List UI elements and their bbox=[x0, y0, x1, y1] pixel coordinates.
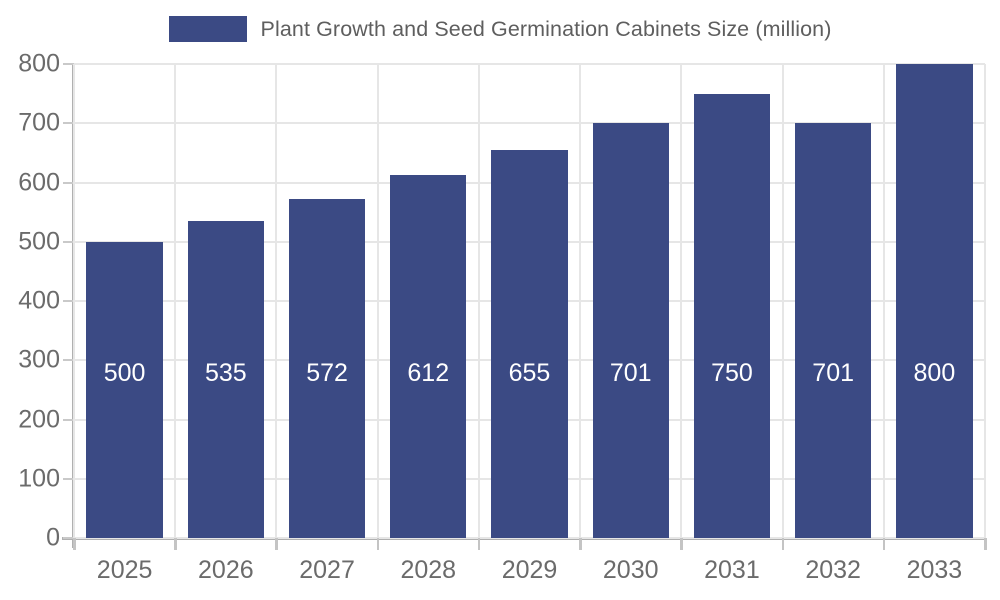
y-axis-tick-mark bbox=[63, 418, 74, 421]
x-axis-tick-mark bbox=[680, 538, 683, 550]
bar-value-label: 612 bbox=[407, 359, 450, 387]
x-axis-tick-label: 2032 bbox=[805, 556, 861, 584]
gridline-vertical bbox=[579, 64, 582, 538]
x-axis-tick-mark bbox=[73, 538, 76, 550]
y-axis-tick-mark bbox=[63, 240, 74, 243]
bar[interactable]: 572 bbox=[288, 199, 366, 538]
y-axis-tick-label: 700 bbox=[18, 108, 60, 137]
gridline-vertical bbox=[477, 64, 480, 538]
x-axis-tick-label: 2031 bbox=[704, 556, 760, 584]
x-axis-tick-label: 2025 bbox=[96, 556, 153, 584]
y-axis-tick-mark bbox=[63, 477, 74, 480]
y-axis-tick-mark bbox=[63, 122, 74, 125]
y-axis-tick-label: 600 bbox=[18, 168, 60, 196]
bar[interactable]: 750 bbox=[693, 93, 771, 538]
gridline-vertical bbox=[882, 64, 885, 538]
x-axis-tick-mark bbox=[984, 538, 987, 550]
gridline-vertical bbox=[680, 64, 683, 538]
x-axis-tick-label: 2030 bbox=[602, 556, 659, 584]
y-axis-tick-label: 300 bbox=[18, 345, 60, 374]
x-axis-tick-label: 2029 bbox=[501, 556, 558, 584]
legend-label-series-1: Plant Growth and Seed Germination Cabine… bbox=[260, 16, 832, 41]
bar-value-label: 750 bbox=[711, 359, 753, 387]
gridline-vertical bbox=[984, 64, 986, 538]
y-axis-tick-label: 500 bbox=[18, 227, 60, 256]
bar[interactable]: 800 bbox=[896, 64, 973, 538]
chart-legend: Plant Growth and Seed Germination Cabine… bbox=[0, 14, 1000, 44]
x-axis-tick-label: 2026 bbox=[198, 556, 254, 584]
x-axis-tick-mark bbox=[275, 538, 278, 550]
bar-value-label: 500 bbox=[103, 359, 146, 387]
gridline-vertical bbox=[376, 64, 379, 538]
bar-value-label: 535 bbox=[204, 359, 247, 387]
y-axis-tick-label: 400 bbox=[18, 286, 60, 315]
gridline-horizontal bbox=[74, 537, 985, 539]
x-axis-tick-mark bbox=[376, 538, 380, 550]
y-axis-tick-label: 200 bbox=[18, 405, 60, 433]
x-axis-tick-label: 2028 bbox=[400, 556, 457, 584]
plot-area: 500 535 572 612 655 701 750 701 800 bbox=[73, 63, 986, 539]
legend-swatch-series-1[interactable] bbox=[168, 16, 247, 42]
x-axis-tick-mark bbox=[477, 538, 481, 550]
x-axis-tick-mark bbox=[781, 538, 785, 550]
bar[interactable]: 500 bbox=[86, 241, 163, 538]
y-axis-tick-mark bbox=[63, 359, 74, 362]
bar[interactable]: 655 bbox=[491, 149, 568, 538]
bar-value-label: 701 bbox=[812, 359, 855, 387]
gridline-vertical bbox=[174, 64, 177, 538]
gridline-horizontal bbox=[74, 122, 985, 125]
x-axis-tick-mark bbox=[579, 538, 582, 550]
bar-value-label: 655 bbox=[508, 359, 551, 387]
bar[interactable]: 701 bbox=[592, 122, 669, 538]
bar[interactable]: 612 bbox=[390, 175, 467, 538]
bar-value-label: 701 bbox=[609, 359, 652, 387]
y-axis-tick-label: 0 bbox=[46, 523, 60, 552]
x-axis-tick-mark bbox=[174, 538, 177, 550]
y-axis-tick-mark bbox=[63, 300, 74, 302]
y-axis-tick-mark bbox=[63, 537, 74, 539]
gridline-vertical bbox=[73, 64, 75, 538]
x-axis-tick-label: 2027 bbox=[299, 556, 355, 584]
bar[interactable]: 701 bbox=[794, 122, 872, 538]
gridline-horizontal bbox=[74, 63, 985, 65]
x-axis-tick-label: 2033 bbox=[906, 556, 963, 584]
gridline-vertical bbox=[275, 64, 278, 538]
bar-value-label: 572 bbox=[306, 359, 348, 387]
y-axis-tick-mark bbox=[63, 181, 74, 184]
gridline-vertical bbox=[781, 64, 784, 538]
y-axis-tick-labels: 800 700 600 500 400 300 200 100 0 bbox=[0, 0, 60, 600]
bar[interactable]: 535 bbox=[187, 221, 265, 538]
x-axis-tick-mark bbox=[882, 538, 886, 550]
y-axis-tick-label: 100 bbox=[18, 464, 60, 493]
y-axis-tick-mark bbox=[63, 63, 74, 65]
y-axis-tick-label: 800 bbox=[18, 49, 60, 78]
bar-value-label: 800 bbox=[913, 359, 956, 387]
